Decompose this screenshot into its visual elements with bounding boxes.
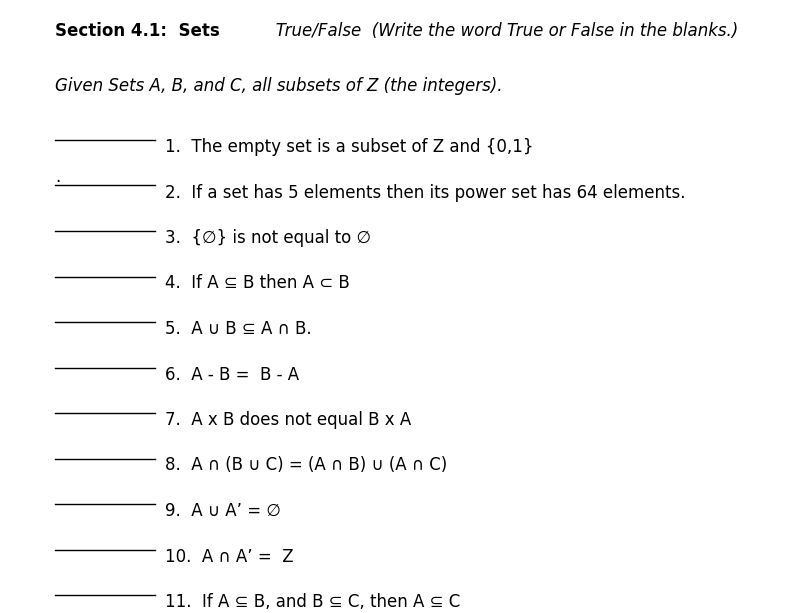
- Text: 5.  A ∪ B ⊆ A ∩ B.: 5. A ∪ B ⊆ A ∩ B.: [165, 320, 312, 338]
- Text: .: .: [55, 168, 60, 186]
- Text: 4.  If A ⊆ B then A ⊂ B: 4. If A ⊆ B then A ⊂ B: [165, 275, 349, 292]
- Text: 11.  If A ⊆ B, and B ⊆ C, then A ⊆ C: 11. If A ⊆ B, and B ⊆ C, then A ⊆ C: [165, 593, 460, 611]
- Text: 1.  The empty set is a subset of Z and {0,1}: 1. The empty set is a subset of Z and {0…: [165, 138, 534, 156]
- Text: Section 4.1:  Sets: Section 4.1: Sets: [55, 22, 220, 40]
- Text: Given Sets A, B, and C, all subsets of Z (the integers).: Given Sets A, B, and C, all subsets of Z…: [55, 77, 502, 95]
- Text: 10.  A ∩ A’ =  Z: 10. A ∩ A’ = Z: [165, 547, 294, 566]
- Text: 2.  If a set has 5 elements then its power set has 64 elements.: 2. If a set has 5 elements then its powe…: [165, 183, 686, 202]
- Text: True/False  (Write the word True or False in the blanks.): True/False (Write the word True or False…: [260, 22, 738, 40]
- Text: 9.  A ∪ A’ = ∅: 9. A ∪ A’ = ∅: [165, 502, 281, 520]
- Text: 7.  A x B does not equal B x A: 7. A x B does not equal B x A: [165, 411, 411, 429]
- Text: 8.  A ∩ (B ∪ C) = (A ∩ B) ∪ (A ∩ C): 8. A ∩ (B ∪ C) = (A ∩ B) ∪ (A ∩ C): [165, 457, 448, 474]
- Text: 6.  A - B =  B - A: 6. A - B = B - A: [165, 365, 299, 384]
- Text: 3.  {∅} is not equal to ∅: 3. {∅} is not equal to ∅: [165, 229, 371, 247]
